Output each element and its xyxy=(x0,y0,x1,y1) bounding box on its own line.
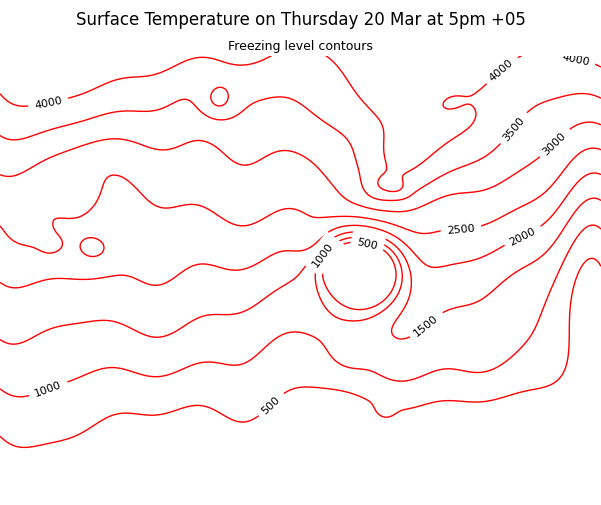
Text: 2500: 2500 xyxy=(447,223,475,235)
Text: Freezing level contours: Freezing level contours xyxy=(228,40,373,53)
Text: 4000: 4000 xyxy=(487,58,516,84)
Text: 500: 500 xyxy=(356,236,379,251)
Text: 4000: 4000 xyxy=(34,95,63,111)
Text: 1000: 1000 xyxy=(311,240,336,269)
Text: 500: 500 xyxy=(260,394,282,416)
Text: Surface Temperature on Thursday 20 Mar at 5pm +05: Surface Temperature on Thursday 20 Mar a… xyxy=(76,11,525,29)
Text: 3000: 3000 xyxy=(541,130,568,157)
Text: 2000: 2000 xyxy=(508,226,537,247)
Text: 1000: 1000 xyxy=(33,379,63,398)
Text: 4000: 4000 xyxy=(561,52,590,67)
Text: 3500: 3500 xyxy=(501,115,526,143)
Text: 1500: 1500 xyxy=(412,313,441,338)
